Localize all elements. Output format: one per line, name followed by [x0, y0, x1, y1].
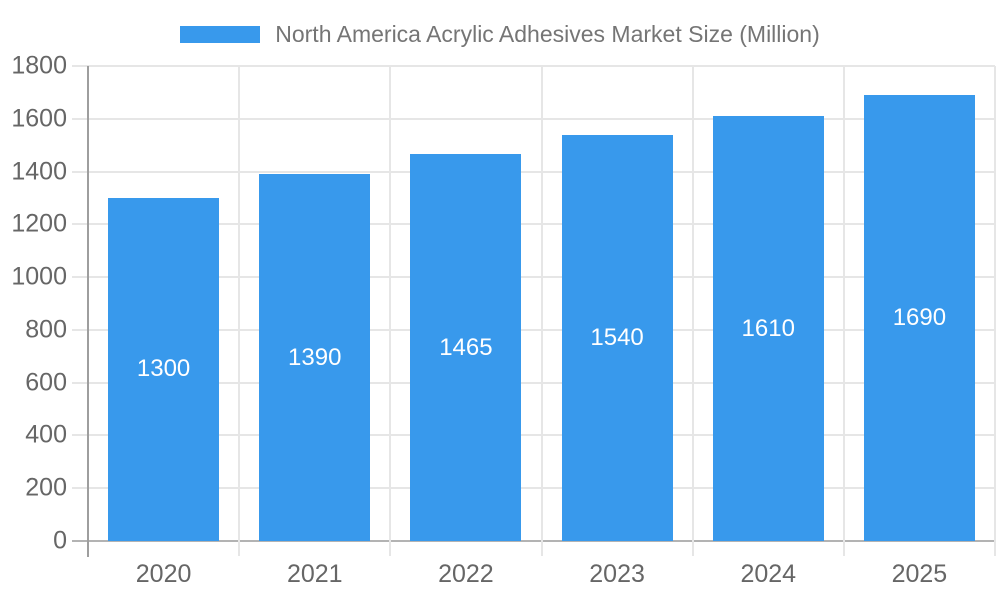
bar	[561, 134, 673, 541]
x-axis-tick-label: 2023	[589, 560, 645, 588]
y-gridline	[72, 328, 995, 331]
bar	[410, 154, 522, 541]
x-axis-tick-label: 2022	[438, 560, 494, 588]
y-axis-tick-label: 1000	[11, 262, 67, 291]
y-axis-line	[87, 66, 89, 557]
bar	[259, 174, 371, 541]
y-gridline	[72, 117, 995, 120]
y-axis-tick-label: 0	[53, 526, 67, 555]
category-separator	[994, 66, 996, 556]
category-separator	[842, 66, 845, 556]
y-axis-tick-label: 1200	[11, 209, 67, 238]
bar	[863, 95, 975, 541]
y-gridline	[72, 223, 995, 226]
x-axis-tick-label: 2020	[135, 560, 192, 588]
x-axis-baseline	[72, 540, 995, 542]
x-axis-tick-label: 2025	[891, 560, 948, 588]
y-axis-tick-label: 600	[25, 368, 67, 397]
category-separator	[691, 66, 694, 556]
legend-swatch	[180, 25, 261, 43]
category-separator	[238, 66, 241, 556]
category-separator	[540, 66, 543, 556]
bar-value-label: 1610	[741, 314, 795, 342]
y-axis-tick-label: 1800	[11, 51, 67, 80]
bar	[108, 197, 220, 541]
y-axis-tick-label: 400	[25, 420, 67, 449]
legend-label: North America Acrylic Adhesives Market S…	[275, 20, 820, 47]
bar-value-label: 1690	[892, 304, 947, 331]
y-gridline	[72, 170, 995, 173]
bar-value-label: 1465	[439, 333, 493, 361]
bar-value-label: 1390	[288, 343, 342, 371]
y-gridline	[72, 487, 995, 490]
y-gridline	[72, 381, 995, 384]
bar	[712, 116, 824, 541]
y-axis-tick-label: 1400	[11, 157, 67, 186]
category-separator	[389, 66, 392, 556]
y-gridline	[72, 65, 995, 67]
y-axis-tick-label: 200	[25, 473, 67, 502]
y-gridline	[72, 434, 995, 437]
x-axis-tick-label: 2024	[740, 560, 797, 588]
y-axis-tick-label: 800	[25, 315, 67, 344]
legend: North America Acrylic Adhesives Market S…	[0, 16, 1000, 52]
bar-value-label: 1540	[590, 323, 644, 351]
bar-value-label: 1300	[136, 355, 191, 383]
y-gridline	[72, 276, 995, 279]
y-axis-tick-label: 1600	[11, 104, 67, 133]
x-axis-tick-label: 2021	[286, 560, 343, 588]
